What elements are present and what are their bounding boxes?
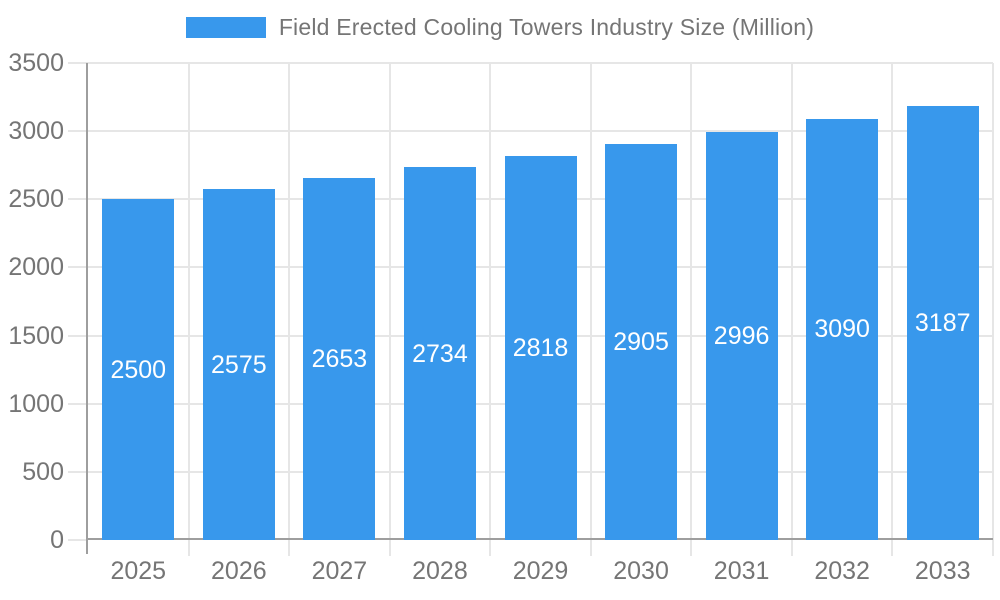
x-axis-tick-label: 2033 — [914, 557, 971, 585]
y-axis-tick — [68, 198, 88, 201]
x-axis-tick — [589, 540, 592, 556]
x-axis-tick-label: 2027 — [311, 557, 368, 585]
gridline-horizontal — [88, 62, 993, 64]
bar: 2734 — [403, 167, 476, 540]
gridline-vertical — [388, 63, 391, 540]
bar: 2575 — [202, 189, 275, 540]
legend-label: Field Erected Cooling Towers Industry Si… — [278, 14, 815, 40]
gridline-vertical — [992, 63, 994, 540]
y-axis-tick-label: 3000 — [8, 117, 64, 146]
y-axis-tick — [68, 62, 88, 64]
bar-value-label: 2500 — [110, 355, 167, 384]
gridline-vertical — [790, 63, 793, 540]
x-axis-tick — [187, 540, 190, 556]
y-axis-tick-label: 500 — [22, 457, 64, 486]
bar: 3187 — [906, 105, 979, 540]
x-axis-tick — [690, 540, 693, 556]
gridline-vertical — [187, 63, 190, 540]
bar: 3090 — [806, 118, 879, 540]
x-axis-tick — [992, 540, 994, 556]
bar: 2905 — [605, 144, 678, 540]
y-axis-tick-label: 2000 — [8, 253, 64, 282]
y-axis-tick-label: 3500 — [8, 49, 64, 77]
x-axis-tick-label: 2026 — [211, 557, 267, 585]
y-axis-tick-label: 0 — [50, 526, 64, 554]
legend: Field Erected Cooling Towers Industry Si… — [0, 14, 1000, 41]
gridline-vertical — [489, 63, 492, 540]
bar-value-label: 2996 — [713, 321, 770, 350]
x-axis-tick-label: 2025 — [110, 557, 167, 585]
y-axis-line — [86, 63, 88, 554]
x-axis-tick-label: 2028 — [412, 557, 468, 585]
x-axis-tick-label: 2032 — [814, 557, 870, 585]
x-axis-tick — [388, 540, 391, 556]
x-axis-tick — [489, 540, 492, 556]
x-axis-tick — [891, 540, 894, 556]
bar-value-label: 2575 — [211, 350, 267, 379]
bar: 2996 — [705, 131, 778, 540]
x-axis-tick-label: 2031 — [713, 557, 770, 585]
bar-value-label: 2818 — [512, 333, 569, 362]
bar: 2818 — [504, 155, 577, 540]
gridline-vertical — [891, 63, 894, 540]
x-axis-tick-label: 2029 — [512, 557, 569, 585]
bar: 2653 — [303, 178, 376, 540]
legend-swatch — [185, 17, 266, 38]
y-axis-tick — [68, 334, 88, 337]
y-axis-tick-label: 1000 — [8, 389, 64, 418]
y-axis-tick — [68, 130, 88, 133]
bar-value-label: 2653 — [311, 345, 368, 374]
gridline-vertical — [690, 63, 693, 540]
gridline-vertical — [589, 63, 592, 540]
y-axis-tick — [68, 402, 88, 405]
y-axis-tick-label: 1500 — [8, 321, 64, 350]
y-axis-tick — [68, 539, 88, 541]
bar: 2500 — [102, 199, 175, 540]
gridline-vertical — [288, 63, 291, 540]
gridline-horizontal — [88, 130, 993, 133]
y-axis-tick — [68, 266, 88, 269]
y-axis-tick — [68, 470, 88, 473]
y-axis-tick-label: 2500 — [8, 185, 64, 214]
x-axis-tick — [288, 540, 291, 556]
bar-value-label: 2905 — [613, 328, 669, 357]
bar-value-label: 3187 — [914, 308, 971, 337]
x-axis-tick-label: 2030 — [613, 557, 669, 585]
bar-value-label: 2734 — [412, 339, 468, 368]
bar-value-label: 3090 — [814, 315, 870, 344]
x-axis-tick — [790, 540, 793, 556]
